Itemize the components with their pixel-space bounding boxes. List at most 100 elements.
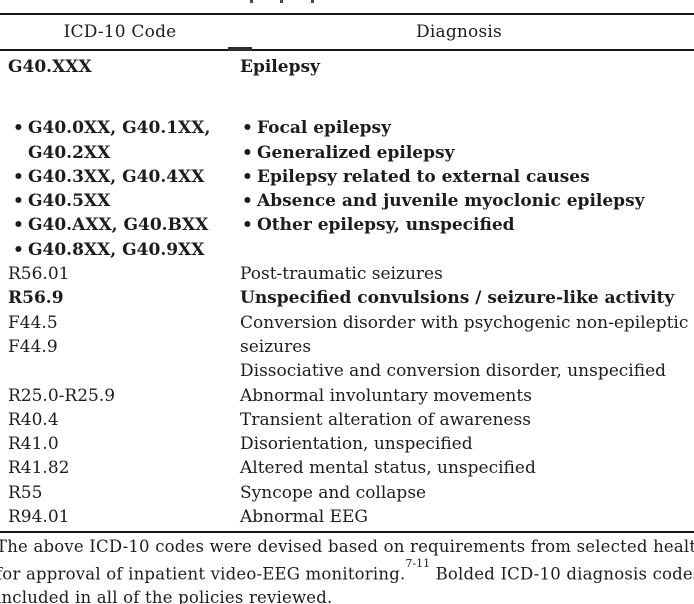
- code-cell: R56.01: [0, 262, 240, 286]
- bullet-icon: •: [242, 142, 253, 163]
- code-cell: R41.0: [0, 432, 240, 456]
- diagnosis-cell: Abnormal EEG: [240, 505, 694, 529]
- diagnosis-cell: Syncope and collapse: [240, 481, 694, 505]
- code-text: F44.5: [8, 312, 58, 333]
- diagnosis-text: Dissociative and conversion disorder, un…: [240, 361, 667, 382]
- footnote-line-1: The above ICD-10 codes were devised base…: [0, 537, 694, 556]
- code-text: G40.8XX, G40.9XX: [28, 239, 205, 260]
- footnote-reference-superscript: 7-11: [405, 557, 431, 570]
- diagnosis-text: Conversion disorder with psychogenic non…: [240, 312, 689, 333]
- diagnosis-text: Epilepsy related to external causes: [257, 166, 590, 187]
- diagnosis-text: Abnormal EEG: [240, 507, 368, 528]
- diagnosis-cell: Post-traumatic seizures: [240, 262, 694, 286]
- diagnosis-text: Syncope and collapse: [240, 482, 427, 503]
- table-row: • G40.3XX, G40.4XX • Epilepsy related to ex…: [0, 165, 694, 189]
- diagnosis-text: Disorientation, unspecified: [240, 434, 473, 455]
- diagnosis-cell: Altered mental status, unspecified: [240, 456, 694, 480]
- code-cell: • G40.AXX, G40.BXX: [0, 213, 240, 237]
- diagnosis-cell: [240, 238, 694, 262]
- table-row: Dissociative and conversion disorder, un…: [0, 359, 694, 383]
- code-cell: R40.4: [0, 408, 240, 432]
- bullet-icon: •: [13, 118, 24, 139]
- footnote-line-3: included in all of the policies reviewed…: [0, 587, 333, 604]
- code-text: G40.2XX: [28, 142, 111, 163]
- header-diagnosis: Diagnosis: [416, 22, 502, 42]
- diagnosis-text: Absence and juvenile myoclonic epilepsy: [257, 191, 645, 212]
- table-top-rule: [0, 13, 694, 15]
- table-row: • G40.0XX, G40.1XX, • Focal epilepsy: [0, 116, 694, 140]
- table-row: F44.9 seizures: [0, 335, 694, 359]
- code-text: R56.01: [8, 264, 70, 285]
- code-cell: R25.0-R25.9: [0, 384, 240, 408]
- diagnosis-cell: seizures: [240, 335, 694, 359]
- diagnosis-text: Abnormal involuntary movements: [240, 385, 532, 406]
- print-artifact-mark: [228, 47, 252, 51]
- diagnosis-text: Unspecified convulsions / seizure-like a…: [240, 288, 675, 309]
- code-cell: • G40.0XX, G40.1XX,: [0, 116, 240, 140]
- diagnosis-text: Transient alteration of awareness: [240, 409, 531, 430]
- diagnosis-text: Epilepsy: [240, 57, 320, 77]
- table-row: R55 Syncope and collapse: [0, 481, 694, 505]
- table-footnote: The above ICD-10 codes were devised base…: [0, 535, 694, 604]
- diagnosis-text: Other epilepsy, unspecified: [257, 215, 515, 236]
- bullet-icon: •: [13, 166, 24, 187]
- code-text: G40.0XX, G40.1XX,: [28, 118, 211, 139]
- code-cell: G40.XXX: [0, 55, 240, 79]
- table-row: • G40.AXX, G40.BXX • Other epilepsy, unspec…: [0, 213, 694, 237]
- code-text: R41.82: [8, 458, 70, 479]
- code-cell: F44.9: [0, 335, 240, 359]
- code-cell: R94.01: [0, 505, 240, 529]
- code-cell: R41.82: [0, 456, 240, 480]
- diagnosis-cell: • Absence and juvenile myoclonic epilepsy: [240, 189, 694, 213]
- diagnosis-text: seizures: [240, 336, 312, 357]
- code-text: R56.9: [8, 288, 64, 309]
- bullet-icon: •: [242, 191, 253, 212]
- diagnosis-cell: Transient alteration of awareness: [240, 408, 694, 432]
- code-text: R25.0-R25.9: [8, 385, 116, 406]
- code-text: R41.0: [8, 434, 59, 455]
- code-cell: F44.5: [0, 311, 240, 335]
- table-bottom-rule: [0, 531, 694, 533]
- bullet-icon: •: [13, 191, 24, 212]
- table-row: G40.XXX Epilepsy: [0, 55, 694, 79]
- diagnosis-cell: • Generalized epilepsy: [240, 141, 694, 165]
- table-row: • G40.5XX • Absence and juvenile myoclonic …: [0, 189, 694, 213]
- bullet-icon: •: [13, 215, 24, 236]
- table-row: F44.5 Conversion disorder with psychogeni…: [0, 311, 694, 335]
- table-body: G40.XXX Epilepsy • G40.0XX, G40.1XX, • Focal …: [0, 55, 694, 529]
- code-text: R55: [8, 482, 43, 503]
- diagnosis-cell: Disorientation, unspecified: [240, 432, 694, 456]
- footnote-line-2-text-after: Bolded ICD-10 diagnosis codes were: [435, 564, 694, 584]
- code-cell: • G40.5XX: [0, 189, 240, 213]
- code-cell: R56.9: [0, 286, 240, 310]
- table-row: R56.01 Post-traumatic seizures: [0, 262, 694, 286]
- table-row: R25.0-R25.9 Abnormal involuntary movement…: [0, 384, 694, 408]
- diagnosis-text: Generalized epilepsy: [257, 142, 455, 163]
- code-cell: • G40.3XX, G40.4XX: [0, 165, 240, 189]
- table-row: R56.9 Unspecified convulsions / seizure-l…: [0, 286, 694, 310]
- diagnosis-cell: • Other epilepsy, unspecified: [240, 213, 694, 237]
- table-header-row: ICD-10 Code Diagnosis: [0, 17, 694, 47]
- code-text: R40.4: [8, 409, 59, 430]
- code-text: G40.AXX, G40.BXX: [28, 215, 209, 236]
- row-spacer: [0, 79, 694, 116]
- table-row: • G40.8XX, G40.9XX: [0, 238, 694, 262]
- diagnosis-cell: Abnormal involuntary movements: [240, 384, 694, 408]
- table-row: R40.4 Transient alteration of awareness: [0, 408, 694, 432]
- bullet-icon: •: [13, 239, 24, 260]
- table-header-rule: [0, 49, 694, 51]
- code-text: G40.5XX: [28, 191, 111, 212]
- diagnosis-text: Focal epilepsy: [257, 118, 391, 139]
- diagnosis-text: Altered mental status, unspecified: [240, 458, 536, 479]
- code-text: G40.3XX, G40.4XX: [28, 166, 205, 187]
- diagnosis-cell: • Focal epilepsy: [240, 116, 694, 140]
- code-cell: • G40.8XX, G40.9XX: [0, 238, 240, 262]
- diagnosis-cell: Epilepsy: [240, 55, 694, 79]
- code-text: R94.01: [8, 507, 70, 528]
- caption-descender-mark: [280, 0, 283, 3]
- code-cell: R55: [0, 481, 240, 505]
- code-text: G40.XXX: [8, 57, 92, 77]
- table-row: G40.2XX • Generalized epilepsy: [0, 141, 694, 165]
- table-row: R41.0 Disorientation, unspecified: [0, 432, 694, 456]
